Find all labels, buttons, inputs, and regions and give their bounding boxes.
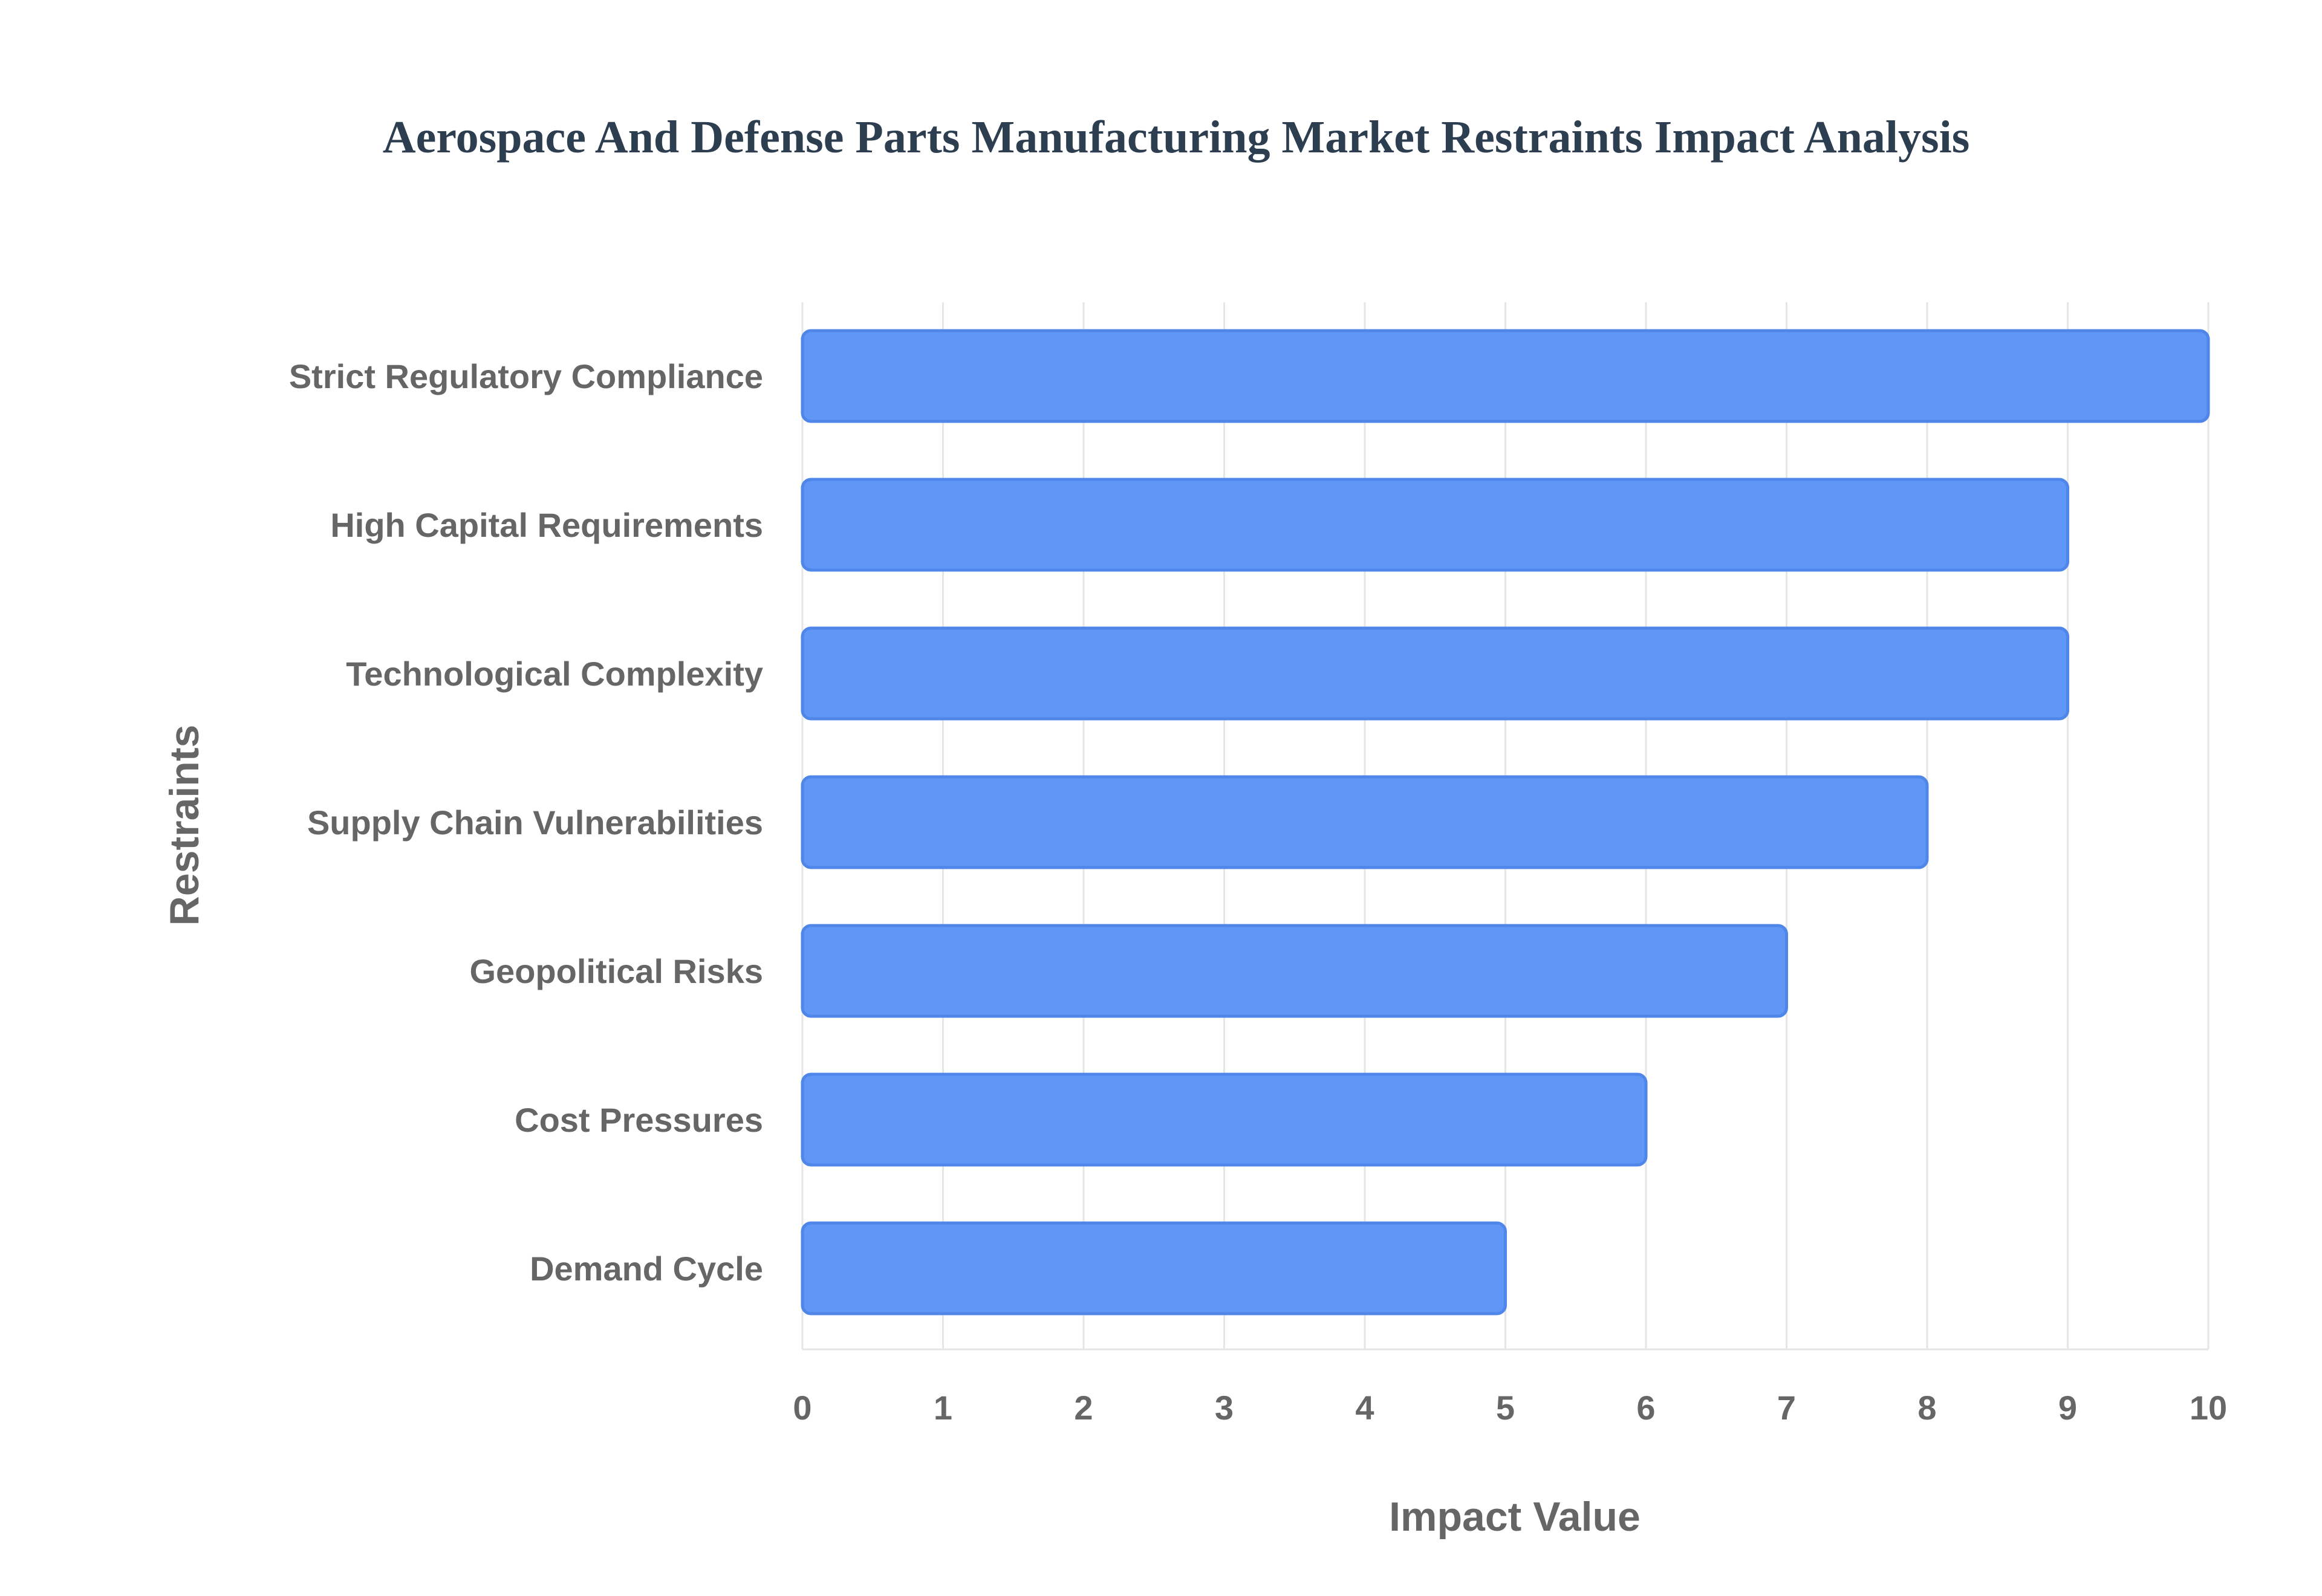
category-labels: Strict Regulatory Compliance High Capital… — [289, 357, 763, 1288]
x-tick-labels: 0 1 2 3 4 5 6 7 8 9 10 — [793, 1389, 2227, 1427]
x-tick-label: 0 — [793, 1389, 811, 1427]
x-tick-label: 7 — [1777, 1389, 1796, 1427]
x-tick-label: 1 — [934, 1389, 952, 1427]
bar — [801, 1072, 1648, 1167]
category-label: Supply Chain Vulnerabilities — [307, 803, 763, 842]
category-label: High Capital Requirements — [330, 506, 763, 544]
chart-title: Aerospace And Defense Parts Manufacturin… — [383, 112, 1970, 163]
y-axis-title: Restraints — [161, 725, 207, 926]
x-tick-label: 9 — [2058, 1389, 2077, 1427]
bar — [801, 775, 1929, 869]
x-tick-label: 3 — [1215, 1389, 1234, 1427]
x-axis-title: Impact Value — [1389, 1494, 1641, 1540]
bars — [801, 329, 2210, 1315]
category-label: Strict Regulatory Compliance — [289, 357, 763, 395]
bar — [801, 329, 2210, 423]
category-label: Demand Cycle — [530, 1250, 763, 1288]
bar — [801, 478, 2069, 572]
x-tick-label: 8 — [1917, 1389, 1936, 1427]
category-label: Cost Pressures — [515, 1101, 763, 1139]
x-tick-label: 6 — [1636, 1389, 1655, 1427]
bar — [801, 1221, 1507, 1315]
category-label: Geopolitical Risks — [470, 952, 764, 990]
x-tick-label: 10 — [2190, 1389, 2227, 1427]
category-label: Technological Complexity — [346, 655, 763, 693]
bar — [801, 924, 1788, 1018]
x-tick-label: 5 — [1496, 1389, 1515, 1427]
bar — [801, 626, 2069, 721]
x-tick-label: 4 — [1355, 1389, 1374, 1427]
x-tick-label: 2 — [1074, 1389, 1093, 1427]
